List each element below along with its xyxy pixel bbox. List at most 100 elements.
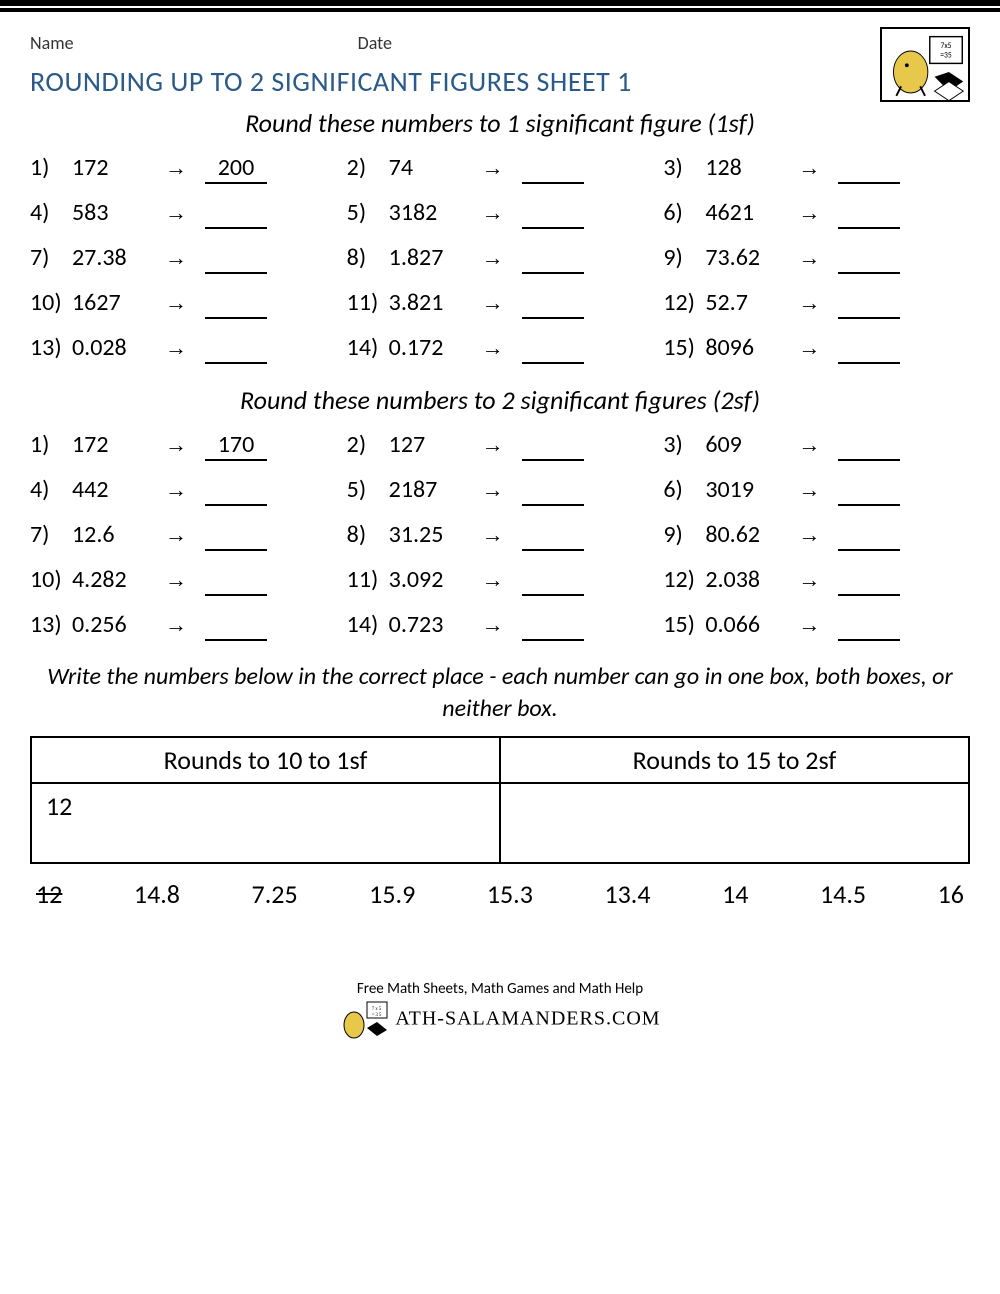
answer-blank[interactable]	[205, 198, 267, 229]
question-value: 0.256	[72, 610, 147, 639]
question-number: 4)	[30, 475, 72, 504]
arrow-icon: →	[798, 290, 820, 316]
number-choice[interactable]: 15.9	[369, 878, 415, 910]
question-number: 15)	[663, 333, 705, 362]
answer-blank[interactable]	[838, 153, 900, 184]
question-number: 13)	[30, 610, 72, 639]
question-cell: 14)0.172→	[347, 333, 654, 364]
answer-blank[interactable]	[522, 153, 584, 184]
question-number: 3)	[663, 430, 705, 459]
arrow-icon: →	[798, 200, 820, 226]
number-choice[interactable]: 13.4	[604, 878, 650, 910]
question-cell: 12)2.038→	[663, 565, 970, 596]
footer-logo-icon: 7x5 =35	[339, 1000, 389, 1040]
answer-blank[interactable]	[838, 430, 900, 461]
answer-blank[interactable]	[838, 333, 900, 364]
answer-blank[interactable]	[205, 475, 267, 506]
answer-blank[interactable]	[522, 610, 584, 641]
question-value: 0.066	[705, 610, 780, 639]
question-number: 13)	[30, 333, 72, 362]
answer-blank[interactable]	[838, 243, 900, 274]
number-choice[interactable]: 12	[36, 878, 62, 910]
answer-blank[interactable]	[205, 520, 267, 551]
answer-blank[interactable]	[522, 243, 584, 274]
number-choice[interactable]: 16	[938, 878, 964, 910]
answer-blank[interactable]	[522, 288, 584, 319]
answer-blank[interactable]	[205, 565, 267, 596]
question-cell: 13)0.028 →	[30, 333, 337, 364]
number-choice[interactable]: 15.3	[487, 878, 533, 910]
answer-blank[interactable]	[838, 288, 900, 319]
answer-blank[interactable]: 200	[205, 153, 267, 184]
question-cell: 12)52.7→	[663, 288, 970, 319]
number-choice[interactable]: 7.25	[252, 878, 298, 910]
question-cell: 10)1627→	[30, 288, 337, 319]
svg-text:=35: =35	[940, 51, 952, 60]
number-choice[interactable]: 14.8	[134, 878, 180, 910]
question-number: 8)	[347, 243, 389, 272]
answer-blank[interactable]	[205, 288, 267, 319]
question-value: 8096	[705, 333, 780, 362]
arrow-icon: →	[482, 155, 504, 181]
arrow-icon: →	[482, 245, 504, 271]
sorting-table: Rounds to 10 to 1sf Rounds to 15 to 2sf …	[30, 736, 970, 864]
question-value: 12.6	[72, 520, 147, 549]
answer-blank[interactable]	[205, 610, 267, 641]
question-value: 2.038	[705, 565, 780, 594]
number-choice[interactable]: 14	[722, 878, 748, 910]
answer-blank[interactable]	[205, 333, 267, 364]
col2-cell[interactable]	[500, 783, 969, 863]
question-value: 172	[72, 153, 147, 182]
question-cell: 15)8096→	[663, 333, 970, 364]
question-value: 31.25	[389, 520, 464, 549]
answer-blank[interactable]	[838, 565, 900, 596]
number-choices: 12 14.8 7.25 15.9 15.3 13.4 14 14.5 16	[30, 878, 970, 910]
answer-blank[interactable]: 170	[205, 430, 267, 461]
question-number: 14)	[347, 333, 389, 362]
question-value: 0.028	[72, 333, 147, 362]
answer-blank[interactable]	[522, 430, 584, 461]
question-number: 9)	[663, 243, 705, 272]
answer-blank[interactable]	[205, 243, 267, 274]
question-number: 6)	[663, 198, 705, 227]
section3-instruction: Write the numbers below in the correct p…	[30, 661, 970, 726]
arrow-icon: →	[165, 335, 187, 361]
answer-blank[interactable]	[838, 520, 900, 551]
question-cell: 14)0.723→	[347, 610, 654, 641]
section1-subtitle: Round these numbers to 1 significant fig…	[30, 107, 970, 139]
answer-blank[interactable]	[522, 475, 584, 506]
question-value: 1627	[72, 288, 147, 317]
arrow-icon: →	[482, 567, 504, 593]
arrow-icon: →	[165, 155, 187, 181]
arrow-icon: →	[165, 245, 187, 271]
question-value: 3.092	[389, 565, 464, 594]
arrow-icon: →	[798, 432, 820, 458]
arrow-icon: →	[798, 245, 820, 271]
question-number: 5)	[347, 198, 389, 227]
question-cell: 9)73.62→	[663, 243, 970, 274]
col1-header: Rounds to 10 to 1sf	[31, 737, 500, 783]
answer-blank[interactable]	[522, 520, 584, 551]
answer-blank[interactable]	[838, 475, 900, 506]
section2-grid: 1)172→1702)127→ 3)609→ 4)442→ 5)2187→ 6)…	[30, 430, 970, 641]
answer-blank[interactable]	[522, 565, 584, 596]
answer-blank[interactable]	[838, 610, 900, 641]
answer-blank[interactable]	[838, 198, 900, 229]
question-number: 10)	[30, 565, 72, 594]
question-cell: 3)128→	[663, 153, 970, 184]
arrow-icon: →	[165, 567, 187, 593]
arrow-icon: →	[165, 432, 187, 458]
question-cell: 4)583→	[30, 198, 337, 229]
question-value: 172	[72, 430, 147, 459]
answer-blank[interactable]	[522, 333, 584, 364]
svg-text:7x5: 7x5	[372, 1007, 383, 1012]
question-cell: 9)80.62→	[663, 520, 970, 551]
col1-cell[interactable]: 12	[31, 783, 500, 863]
question-cell: 7)27.38→	[30, 243, 337, 274]
number-choice[interactable]: 14.5	[820, 878, 866, 910]
answer-blank[interactable]	[522, 198, 584, 229]
question-number: 10)	[30, 288, 72, 317]
question-number: 12)	[663, 288, 705, 317]
question-number: 11)	[347, 565, 389, 594]
question-cell: 2)74→	[347, 153, 654, 184]
